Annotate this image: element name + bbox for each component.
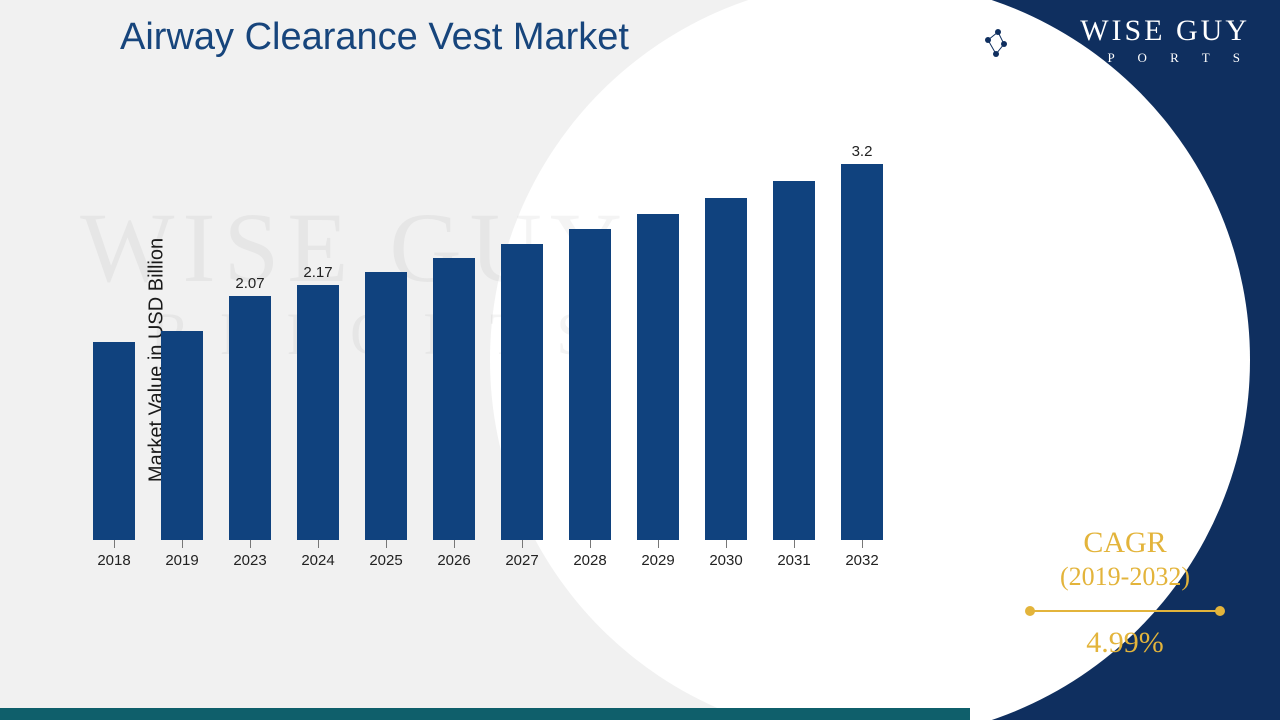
bar-rect: [637, 214, 679, 540]
x-category-label: 2032: [837, 552, 887, 569]
infographic-stage: WISE GUY REPORTS Airway Clearance Vest M…: [0, 0, 1280, 720]
bar-2023: 2.07: [229, 140, 271, 540]
x-category-label: 2027: [497, 552, 547, 569]
x-tick: [794, 540, 795, 548]
bar-rect: [93, 342, 135, 540]
bar-2031: [773, 140, 815, 540]
bottom-accent-bar: [0, 708, 970, 720]
brand-logo: WISE GUY R E P O R T S: [1044, 14, 1250, 66]
brand-logo-line2: R E P O R T S: [1044, 50, 1250, 66]
x-category-label: 2028: [565, 552, 615, 569]
x-tick: [590, 540, 591, 548]
cagr-value: 4.99%: [1010, 626, 1240, 660]
bar-rect: [297, 285, 339, 540]
bar-2030: [705, 140, 747, 540]
bar-2026: [433, 140, 475, 540]
x-tick: [182, 540, 183, 548]
bar-rect: [161, 331, 203, 540]
x-tick: [250, 540, 251, 548]
x-tick: [454, 540, 455, 548]
bar-rect: [569, 229, 611, 540]
bar-rect: [841, 164, 883, 540]
cagr-title: CAGR: [1010, 526, 1240, 560]
bar-rect: [365, 272, 407, 540]
x-tick: [318, 540, 319, 548]
x-category-label: 2019: [157, 552, 207, 569]
plot-area: 201820192.0720232.1720242025202620272028…: [93, 140, 905, 540]
brand-logo-line1: WISE GUY: [1044, 14, 1250, 48]
x-category-label: 2030: [701, 552, 751, 569]
bar-rect: [433, 258, 475, 540]
bar-rect: [705, 198, 747, 540]
bar-2024: 2.17: [297, 140, 339, 540]
chart-title: Airway Clearance Vest Market: [120, 16, 629, 59]
x-category-label: 2026: [429, 552, 479, 569]
bar-2025: [365, 140, 407, 540]
x-tick: [522, 540, 523, 548]
cagr-callout: CAGR (2019-2032) 4.99%: [1010, 526, 1240, 660]
bar-value-label: 2.07: [229, 275, 271, 292]
x-category-label: 2031: [769, 552, 819, 569]
bar-value-label: 3.2: [841, 143, 883, 160]
x-category-label: 2018: [89, 552, 139, 569]
bar-rect: [773, 181, 815, 540]
bar-2028: [569, 140, 611, 540]
x-tick: [386, 540, 387, 548]
bar-rect: [229, 296, 271, 540]
bar-2027: [501, 140, 543, 540]
x-category-label: 2023: [225, 552, 275, 569]
x-tick: [658, 540, 659, 548]
cagr-divider: [1030, 610, 1220, 612]
bar-2018: [93, 140, 135, 540]
brand-head-icon: [950, 10, 1020, 90]
cagr-period: (2019-2032): [1010, 562, 1240, 592]
bar-value-label: 2.17: [297, 264, 339, 281]
bar-chart: Market Value in USD Billion 201820192.07…: [45, 140, 905, 580]
bar-2019: [161, 140, 203, 540]
x-category-label: 2024: [293, 552, 343, 569]
bar-rect: [501, 244, 543, 540]
bar-2032: 3.2: [841, 140, 883, 540]
x-category-label: 2029: [633, 552, 683, 569]
x-tick: [726, 540, 727, 548]
x-tick: [862, 540, 863, 548]
bar-2029: [637, 140, 679, 540]
x-tick: [114, 540, 115, 548]
x-category-label: 2025: [361, 552, 411, 569]
